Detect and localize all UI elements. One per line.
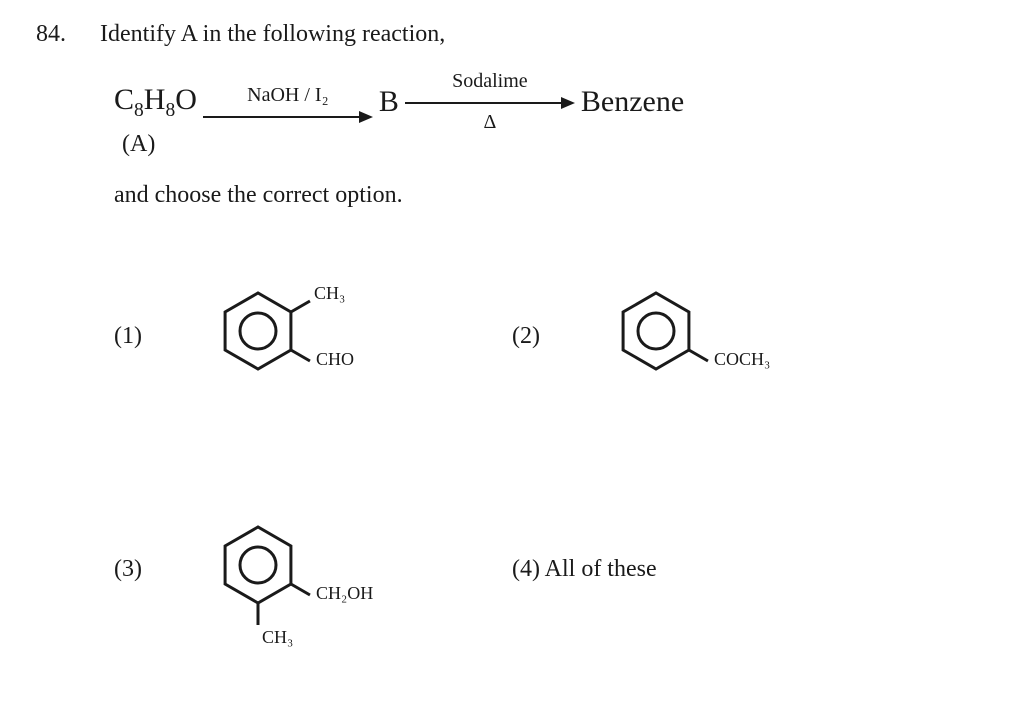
- option-4-label: (4) All of these: [512, 553, 657, 585]
- option-1-label: (1): [114, 320, 142, 352]
- option-3: (3) CH₂OH CH₃: [114, 463, 440, 676]
- option-2-label: (2): [512, 320, 540, 352]
- option-3-label: (3): [114, 553, 142, 585]
- svg-text:COCH₃: COCH₃: [714, 349, 770, 369]
- reactant-a: C8H8O: [114, 80, 197, 124]
- arrow-icon: [203, 107, 373, 127]
- svg-text:CHO: CHO: [316, 349, 354, 369]
- arrow2-top-label: Sodalime: [452, 68, 528, 95]
- option-1: (1) CH₃ CHO: [114, 229, 440, 442]
- svg-text:CH₃: CH₃: [262, 627, 293, 647]
- svg-text:CH₃: CH₃: [314, 283, 345, 303]
- option-2: (2) COCH₃: [512, 229, 838, 442]
- question-line: 84. Identify A in the following reaction…: [36, 18, 988, 50]
- reaction-arrow-2: Sodalime Δ: [405, 68, 575, 136]
- intermediate-b: B: [379, 82, 399, 123]
- option-4: (4) All of these: [512, 553, 657, 585]
- option-3-structure: CH₂OH CH₃: [156, 463, 440, 676]
- option-1-structure: CH₃ CHO: [156, 229, 440, 442]
- options-row-2: (3) CH₂OH CH₃ (4) All of these: [114, 463, 988, 676]
- question-stem: Identify A in the following reaction,: [100, 18, 445, 50]
- question-number: 84.: [36, 18, 82, 50]
- reaction-arrow-1: NaOH / I₂: [203, 82, 373, 123]
- svg-text:CH₂OH: CH₂OH: [316, 583, 373, 603]
- options-row-1: (1) CH₃ CHO (2) COCH₃: [114, 229, 988, 442]
- option-2-structure: COCH₃: [554, 229, 838, 442]
- product-benzene: Benzene: [581, 82, 684, 123]
- arrow1-top-label: NaOH / I₂: [247, 82, 328, 109]
- arrow2-bot-label: Δ: [483, 109, 496, 136]
- choose-line: and choose the correct option.: [114, 179, 988, 211]
- reaction-scheme: C8H8O NaOH / I₂ B Sodalime Δ Benzene: [114, 68, 988, 136]
